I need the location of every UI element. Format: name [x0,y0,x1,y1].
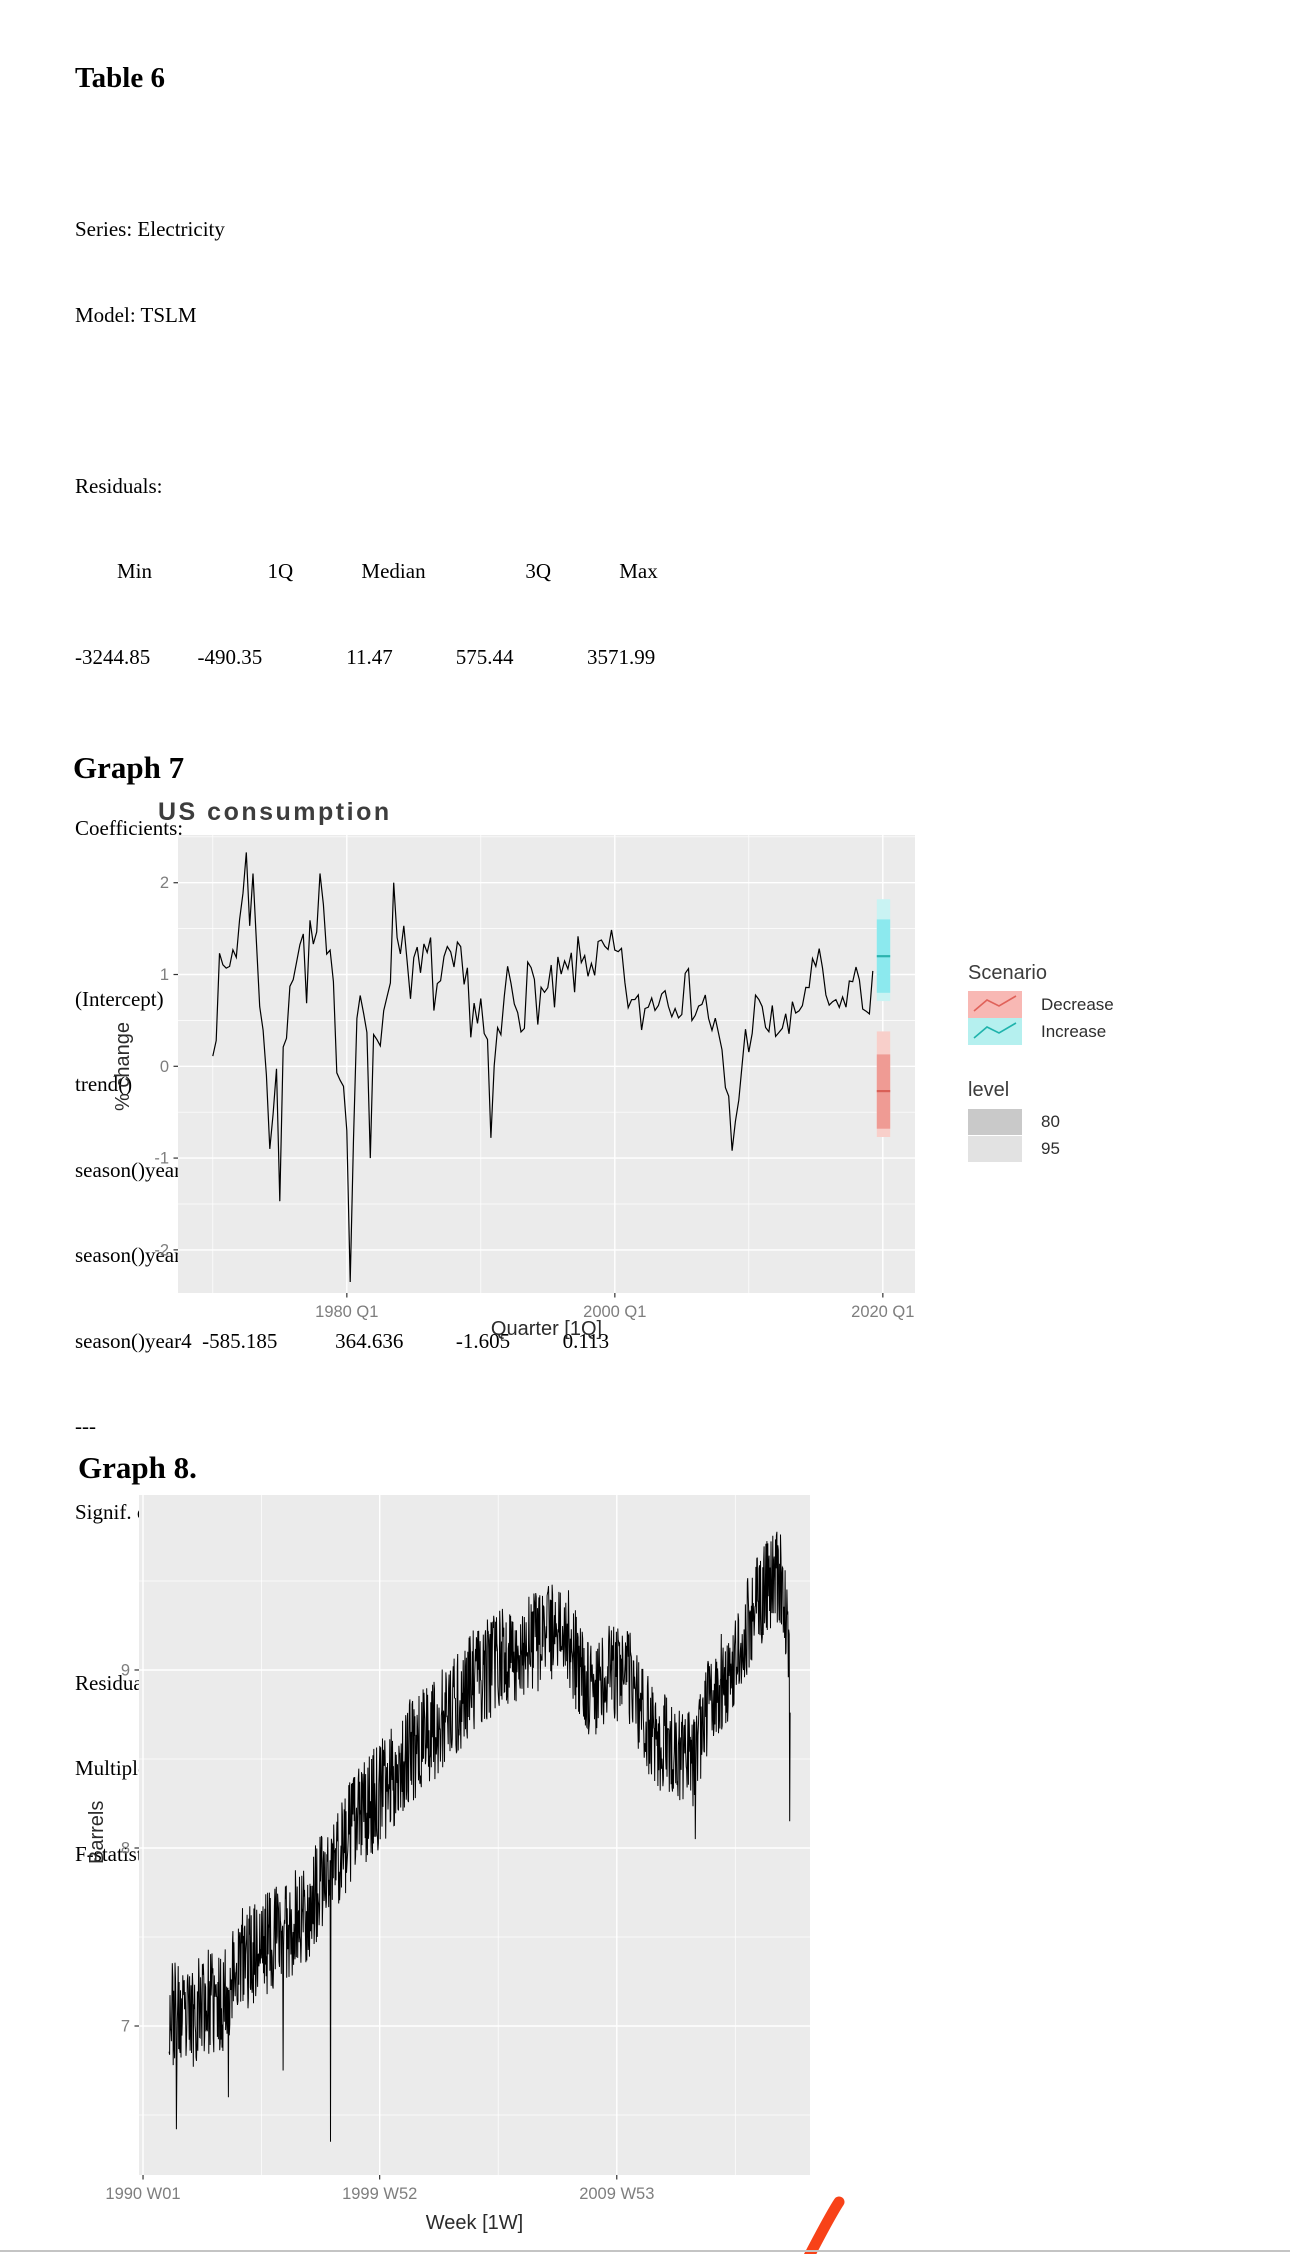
x-tick-label: 1999 W52 [342,2185,417,2203]
y-axis-title: % change [112,1022,134,1111]
y-tick-label: -2 [154,1241,169,1259]
axis-ticks: 1980 Q1 2000 Q1 2020 Q1 2 1 0 -1 -2 [154,874,914,1321]
plot-panel [178,835,915,1293]
graph-7-heading: Graph 7 [73,750,185,785]
plot-panel [139,1495,810,2175]
legend-label-level-95: 95 [1041,1138,1060,1158]
legend-item-level-95: 95 [968,1135,1114,1162]
x-tick-label: 2000 Q1 [583,1303,646,1321]
report-line: --- [75,1414,96,1438]
legend-title-level: level [968,1079,1010,1101]
legend-title-scenario: Scenario [968,962,1047,984]
report-line: Model: TSLM [75,302,197,327]
x-axis-title: Quarter [1Q] [490,1318,603,1340]
series-line [212,852,874,1283]
us-gasoline-chart: 1990 W01 1999 W52 2009 W53 9 8 7 [105,1495,845,2254]
report-line: Min 1Q Median 3Q Max [75,559,658,583]
y-tick-label: 7 [121,2018,130,2036]
report-line: -3244.85 -490.35 11.47 575.44 3571.99 [75,644,656,669]
level-95-key-icon [968,1135,1022,1162]
series-line [168,1531,791,2142]
legend-label-level-80: 80 [1041,1111,1060,1131]
x-axis-title: Week [1W] [425,2212,524,2234]
report-line: Coefficients: [75,815,184,840]
legend-item-decrease: Decrease [968,991,1114,1018]
legend-label-increase: Increase [1041,1021,1107,1041]
decrease-zigzag-icon [973,995,1017,1012]
report-line: Residuals: [75,473,163,498]
chart-title-us-consumption: US consumption [158,798,392,826]
x-tick-label: 1990 W01 [105,2185,180,2203]
x-tick-label: 1980 Q1 [315,1303,378,1321]
level-80-key-icon [968,1108,1022,1135]
report-line [75,386,664,415]
orange-pen-mark [803,2196,845,2254]
legend-item-increase: Increase [968,1018,1114,1045]
us-consumption-chart: 1980 Q1 2000 Q1 2020 Q1 2 1 0 -1 -2 [154,835,915,1321]
y-tick-label: 9 [121,1662,130,1680]
decrease-key-icon [968,991,1022,1018]
y-axis-title: Barrels [86,1800,108,1865]
axis-ticks: 1990 W01 1999 W52 2009 W53 9 8 7 [105,1662,654,2204]
page-bottom-border [0,2250,1290,2252]
legend-item-level-80: 80 [968,1108,1114,1135]
y-tick-label: 2 [160,874,169,892]
y-tick-label: 0 [160,1058,169,1076]
y-tick-label: -1 [154,1150,169,1168]
table-6-heading: Table 6 [75,62,165,94]
x-tick-label: 2009 W53 [579,2185,654,2203]
y-tick-label: 1 [160,966,169,984]
level-80-key-fill [968,1108,1022,1135]
graph-8-heading: Graph 8. [78,1450,197,1485]
x-tick-label: 2020 Q1 [851,1303,914,1321]
report-line: season()year4 -585.185 364.636 -1.605 0.… [75,1328,610,1353]
legend-label-decrease: Decrease [1041,994,1114,1014]
y-tick-label: 8 [121,1840,130,1858]
level-95-key-fill [968,1135,1022,1162]
increase-key-icon [968,1018,1022,1045]
increase-zigzag-icon [973,1022,1017,1039]
report-line: Series: Electricity [75,217,225,241]
legend: Scenario Decrease Increase level 80 [968,962,1114,1162]
